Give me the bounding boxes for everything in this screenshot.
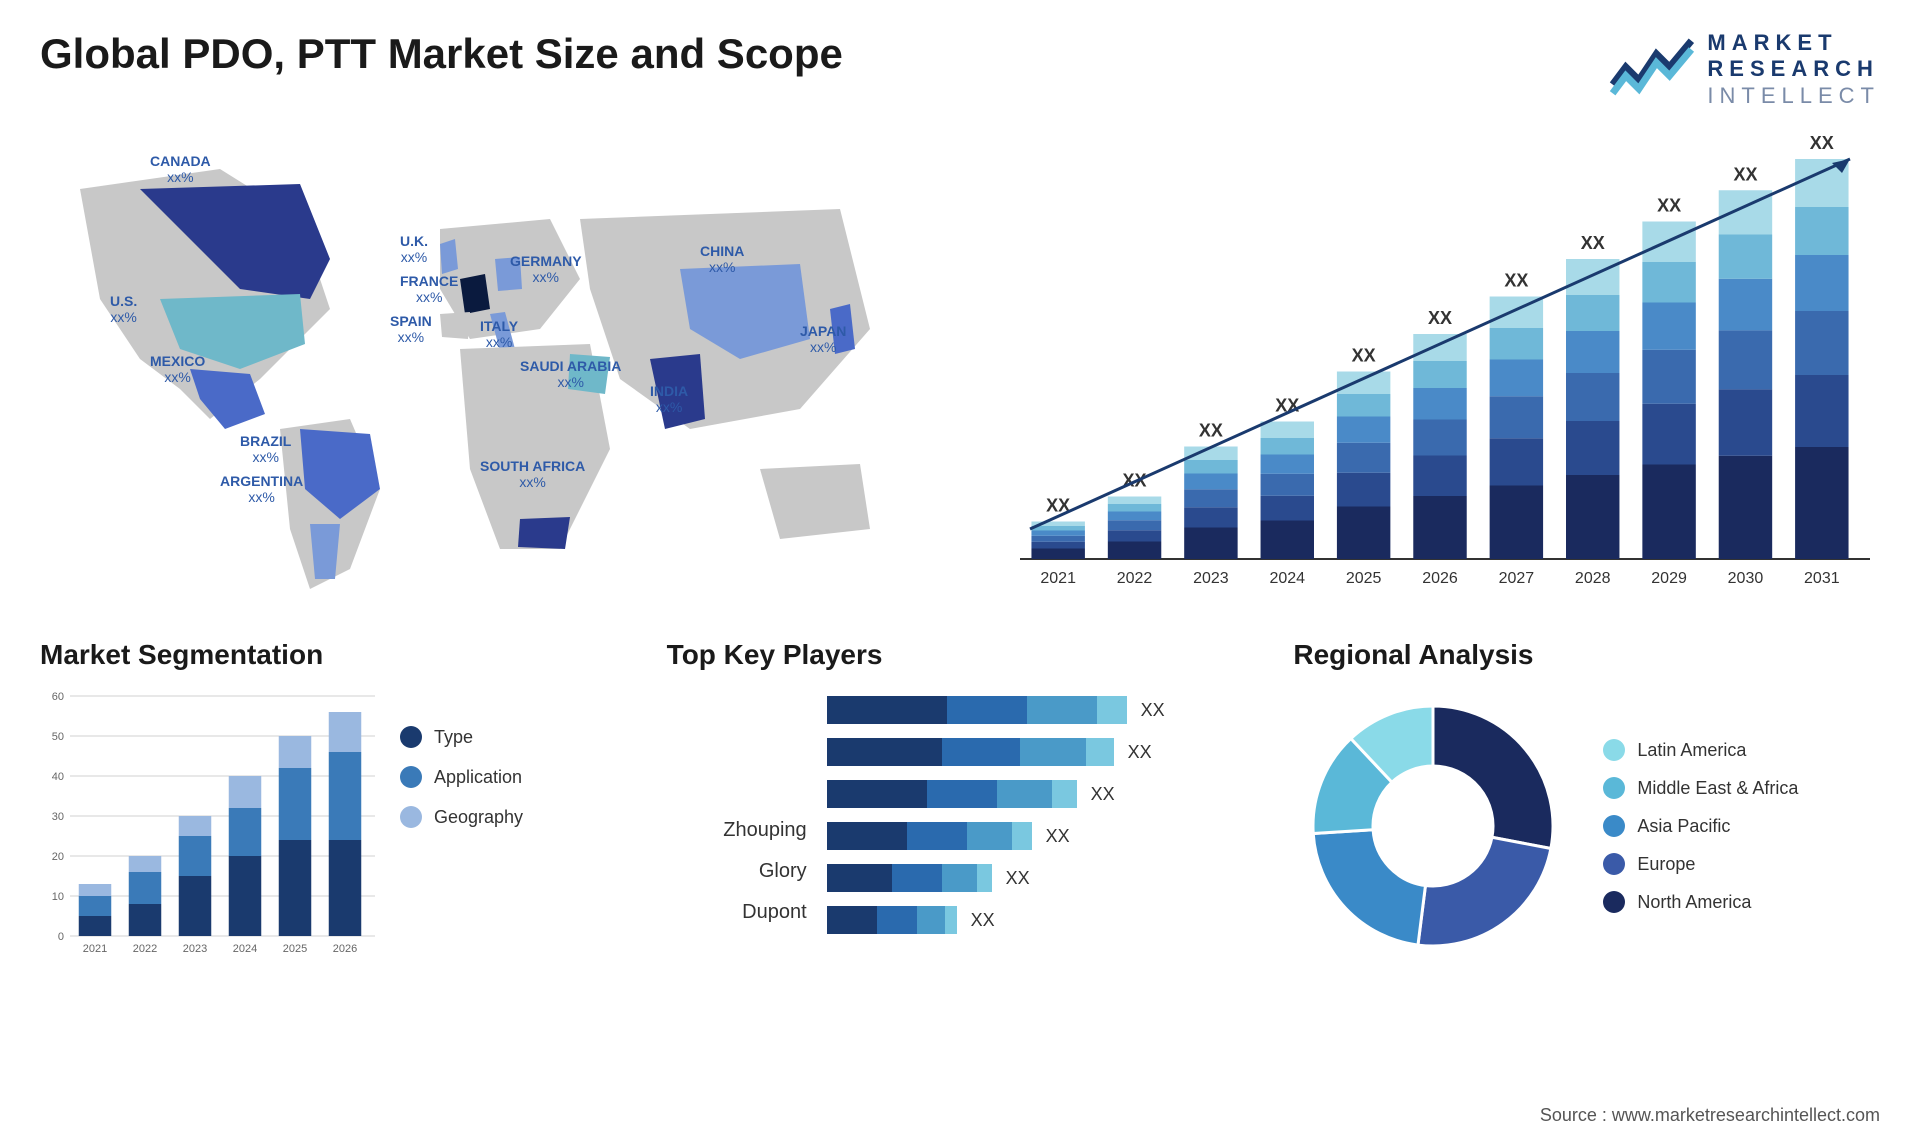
- svg-text:2031: 2031: [1804, 570, 1840, 587]
- source-text: Source : www.marketresearchintellect.com: [1540, 1105, 1880, 1126]
- map-label-argentina: ARGENTINAxx%: [220, 474, 303, 505]
- map-label-china: CHINAxx%: [700, 244, 744, 275]
- map-label-italy: ITALYxx%: [480, 319, 518, 350]
- segmentation-panel: Market Segmentation 0 10 20 30 40 50 60 2021 202…: [40, 639, 627, 966]
- seg-legend-application: Application: [400, 766, 523, 788]
- svg-text:2022: 2022: [133, 943, 157, 955]
- svg-text:XX: XX: [1199, 421, 1223, 441]
- growth-bar-chart: XX 2021 XX 2022 XX 2023 XX 2024 XX 2025 XX 2026 XX 20…: [980, 129, 1880, 609]
- regional-title: Regional Analysis: [1293, 639, 1880, 671]
- regional-panel: Regional Analysis Latin America Middle Ea…: [1293, 639, 1880, 966]
- svg-text:2023: 2023: [1193, 570, 1229, 587]
- player-row: XX: [827, 864, 1165, 892]
- players-title: Top Key Players: [667, 639, 1254, 671]
- players-bars: XX XX XX XX XX XX: [827, 686, 1165, 934]
- player-row: XX: [827, 780, 1165, 808]
- players-labels: Zhouping Glory Dupont: [667, 686, 807, 934]
- svg-text:2021: 2021: [1040, 570, 1076, 587]
- svg-text:2026: 2026: [1422, 570, 1458, 587]
- svg-text:10: 10: [52, 891, 64, 903]
- map-label-brazil: BRAZILxx%: [240, 434, 291, 465]
- map-label-germany: GERMANYxx%: [510, 254, 582, 285]
- regional-legend: Latin America Middle East & Africa Asia Pa…: [1603, 739, 1798, 913]
- svg-text:2030: 2030: [1728, 570, 1764, 587]
- logo-text: MARKET RESEARCH INTELLECT: [1707, 30, 1880, 109]
- svg-text:2024: 2024: [1269, 570, 1305, 587]
- svg-text:0: 0: [58, 931, 64, 943]
- svg-text:60: 60: [52, 691, 64, 703]
- player-row: XX: [827, 696, 1165, 724]
- svg-text:40: 40: [52, 771, 64, 783]
- map-label-u.k.: U.K.xx%: [400, 234, 428, 265]
- segmentation-chart: 0 10 20 30 40 50 60 2021 2022 2023 2024 2025 2026: [40, 686, 380, 966]
- region-legend-asia-pacific: Asia Pacific: [1603, 815, 1798, 837]
- segmentation-legend: Type Application Geography: [400, 686, 523, 966]
- svg-text:2025: 2025: [283, 943, 307, 955]
- svg-text:2023: 2023: [183, 943, 207, 955]
- player-row: XX: [827, 906, 1165, 934]
- svg-text:2028: 2028: [1575, 570, 1611, 587]
- map-label-saudi-arabia: SAUDI ARABIAxx%: [520, 359, 621, 390]
- player-label-zhouping: Zhouping: [667, 819, 807, 842]
- region-legend-europe: Europe: [1603, 853, 1798, 875]
- map-label-mexico: MEXICOxx%: [150, 354, 205, 385]
- map-label-france: FRANCExx%: [400, 274, 458, 305]
- svg-text:2022: 2022: [1117, 570, 1153, 587]
- player-row: XX: [827, 822, 1165, 850]
- page-title: Global PDO, PTT Market Size and Scope: [40, 30, 843, 78]
- map-label-u.s.: U.S.xx%: [110, 294, 137, 325]
- svg-text:2026: 2026: [333, 943, 357, 955]
- region-legend-north-america: North America: [1603, 891, 1798, 913]
- svg-text:XX: XX: [1810, 133, 1834, 153]
- svg-text:XX: XX: [1352, 346, 1376, 366]
- svg-text:XX: XX: [1581, 233, 1605, 253]
- map-label-india: INDIAxx%: [650, 384, 688, 415]
- player-label-dupont: Dupont: [667, 901, 807, 924]
- svg-text:2027: 2027: [1499, 570, 1535, 587]
- svg-text:XX: XX: [1504, 271, 1528, 291]
- svg-text:XX: XX: [1657, 196, 1681, 216]
- svg-text:2021: 2021: [83, 943, 107, 955]
- svg-text:2024: 2024: [233, 943, 257, 955]
- svg-text:20: 20: [52, 851, 64, 863]
- svg-text:2025: 2025: [1346, 570, 1382, 587]
- map-label-south-africa: SOUTH AFRICAxx%: [480, 459, 585, 490]
- world-map: CANADAxx% U.S.xx% MEXICOxx% BRAZILxx% ARGENT…: [40, 129, 940, 609]
- logo-mark-icon: [1607, 32, 1697, 107]
- map-label-canada: CANADAxx%: [150, 154, 211, 185]
- regional-donut: [1293, 686, 1573, 966]
- segmentation-title: Market Segmentation: [40, 639, 627, 671]
- player-row: XX: [827, 738, 1165, 766]
- svg-text:XX: XX: [1428, 308, 1452, 328]
- map-label-spain: SPAINxx%: [390, 314, 432, 345]
- svg-text:XX: XX: [1733, 164, 1757, 184]
- svg-text:30: 30: [52, 811, 64, 823]
- player-label-glory: Glory: [667, 860, 807, 883]
- region-legend-middle-east-africa: Middle East & Africa: [1603, 777, 1798, 799]
- svg-text:2029: 2029: [1651, 570, 1687, 587]
- map-label-japan: JAPANxx%: [800, 324, 846, 355]
- region-legend-latin-america: Latin America: [1603, 739, 1798, 761]
- logo: MARKET RESEARCH INTELLECT: [1607, 30, 1880, 109]
- players-panel: Top Key Players ZhoupingGloryDupont XXXX…: [667, 639, 1254, 966]
- svg-text:50: 50: [52, 731, 64, 743]
- seg-legend-geography: Geography: [400, 806, 523, 828]
- seg-legend-type: Type: [400, 726, 523, 748]
